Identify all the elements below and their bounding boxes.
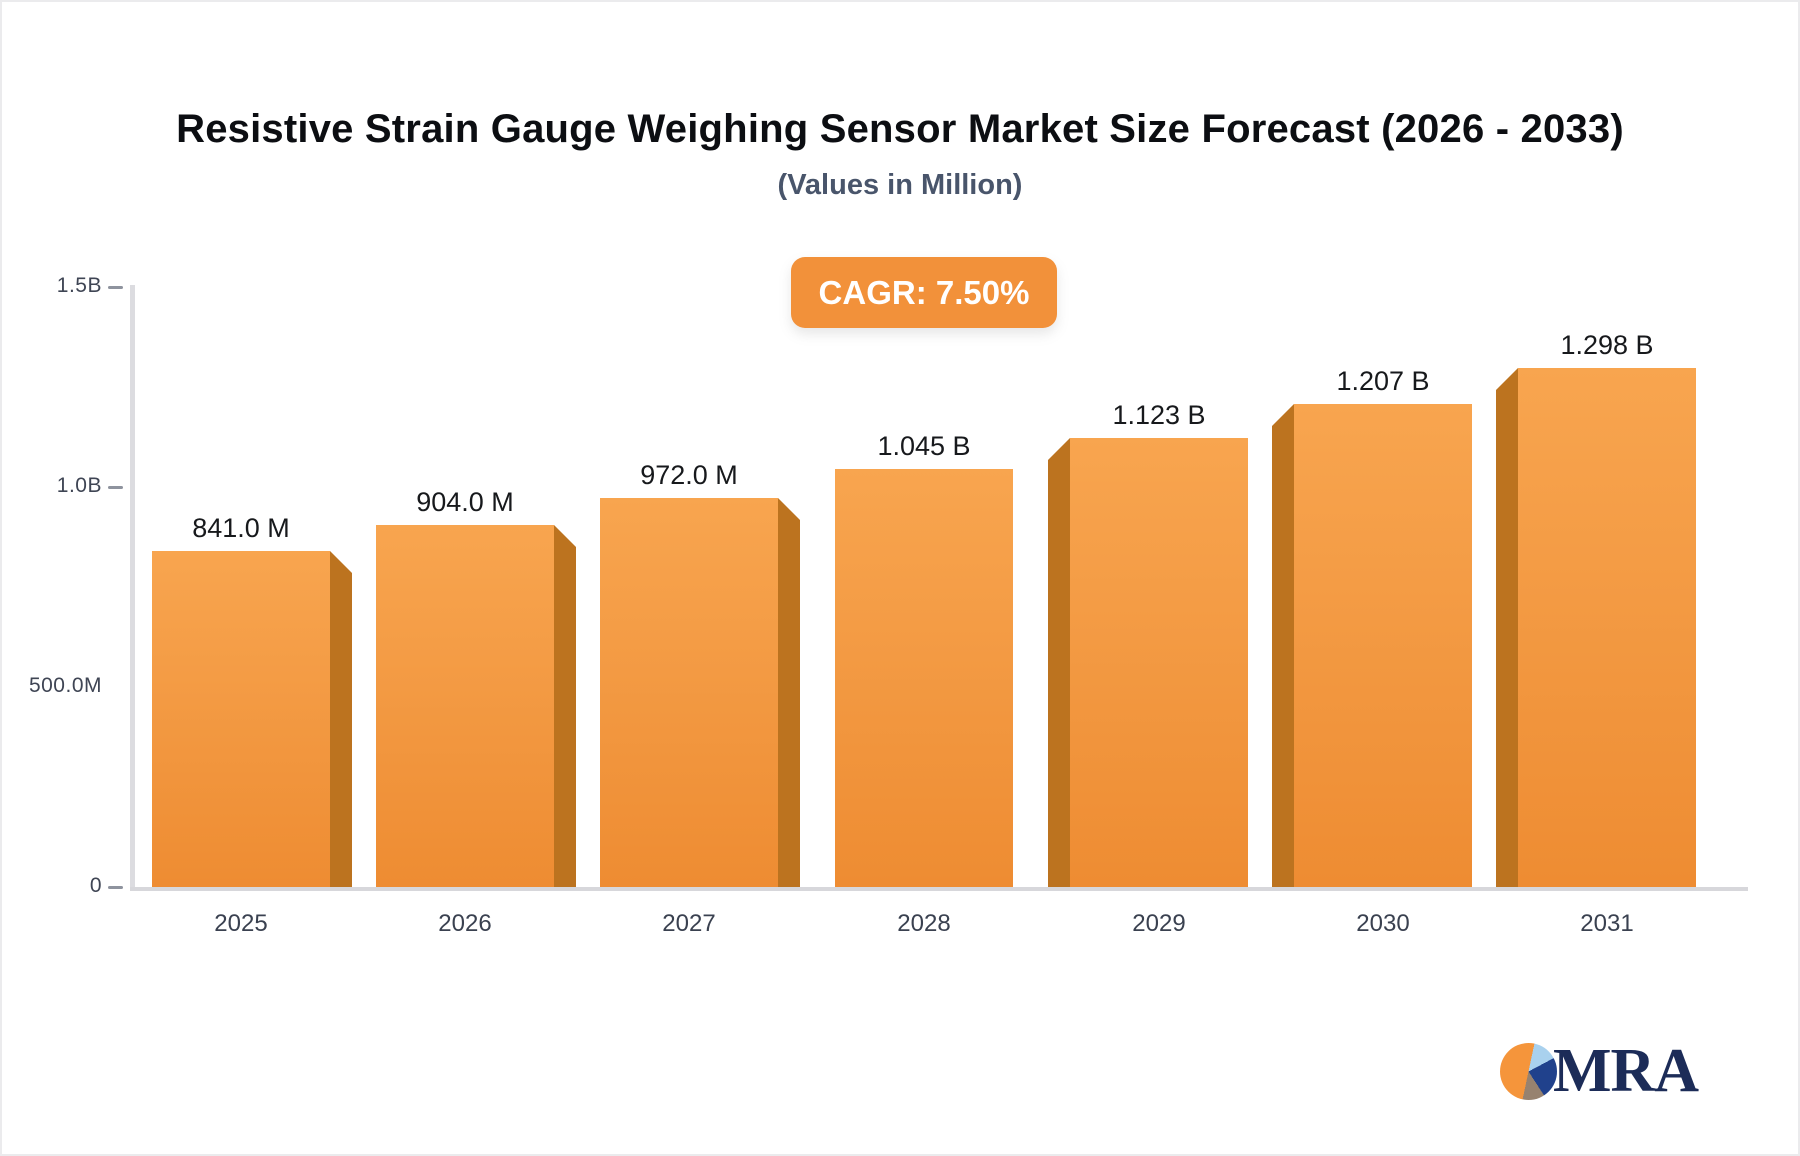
bar-2025 — [152, 551, 352, 887]
page-subtitle: (Values in Million) — [777, 169, 1023, 201]
x-tick-label-2028: 2028 — [897, 910, 951, 937]
bar-side-face-2027 — [778, 498, 800, 887]
bar-side-face-2031 — [1496, 368, 1518, 887]
bar-2027 — [600, 498, 800, 887]
bar-side-face-2026 — [554, 525, 576, 887]
y-axis-line — [130, 285, 135, 891]
bar-face-2026 — [376, 525, 554, 887]
y-tick-label-0: 0 — [89, 874, 102, 897]
bar-face-2028 — [835, 469, 1013, 887]
y-tick-mark — [108, 886, 123, 889]
bar-side-face-2025 — [330, 551, 352, 887]
x-tick-label-2025: 2025 — [214, 910, 268, 937]
logo-pie-icon — [1500, 1042, 1557, 1100]
x-tick-label-2031: 2031 — [1580, 910, 1634, 937]
bar-face-2029 — [1070, 438, 1248, 887]
x-tick-label-2029: 2029 — [1132, 910, 1186, 937]
bar-face-2025 — [152, 551, 330, 887]
bar-face-2027 — [600, 498, 778, 887]
bar-value-label-2029: 1.123 B — [1112, 400, 1206, 430]
y-tick-mark — [108, 286, 123, 289]
cagr-badge: CAGR: 7.50% — [791, 257, 1057, 328]
bar-2030 — [1272, 404, 1472, 887]
y-tick-label-1.0B: 1.0B — [56, 474, 102, 497]
bar-value-label-2031: 1.298 B — [1560, 330, 1654, 360]
bar-face-2030 — [1294, 404, 1472, 887]
bar-value-label-2030: 1.207 B — [1336, 366, 1430, 396]
mra-logo: MRA — [1500, 1037, 1699, 1105]
bar-2026 — [376, 525, 576, 887]
x-axis-line — [130, 887, 1748, 891]
bar-side-face-2029 — [1048, 438, 1070, 887]
y-tick-label-500.0M: 500.0M — [28, 674, 102, 697]
bar-2031 — [1496, 368, 1696, 887]
x-tick-label-2030: 2030 — [1356, 910, 1410, 937]
page-title: Resistive Strain Gauge Weighing Sensor M… — [176, 107, 1624, 151]
bar-side-face-2030 — [1272, 404, 1294, 887]
y-tick-label-1.5B: 1.5B — [56, 274, 102, 297]
bar-value-label-2028: 1.045 B — [877, 431, 971, 461]
y-tick-mark — [108, 486, 123, 489]
bar-value-label-2026: 904.0 M — [416, 487, 514, 517]
x-tick-label-2026: 2026 — [438, 910, 492, 937]
bar-2029 — [1048, 438, 1248, 887]
bar-value-label-2027: 972.0 M — [640, 460, 738, 490]
logo-text: MRA — [1553, 1037, 1699, 1105]
bar-2028 — [824, 469, 1024, 887]
x-tick-label-2027: 2027 — [662, 910, 716, 937]
bar-face-2031 — [1518, 368, 1696, 887]
bar-value-label-2025: 841.0 M — [192, 513, 290, 543]
